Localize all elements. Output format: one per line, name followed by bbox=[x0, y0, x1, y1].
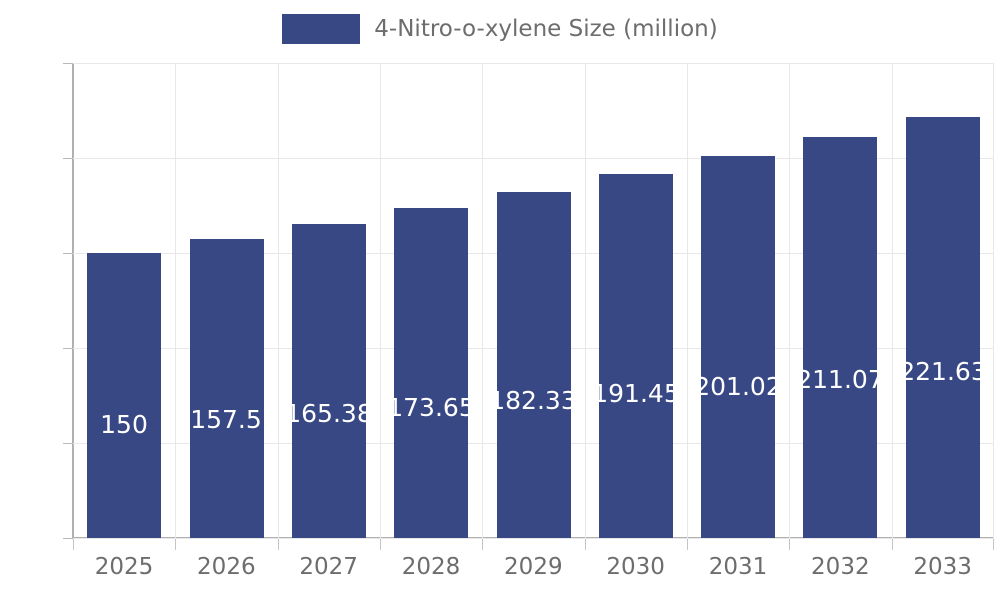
x-axis-tick-label: 2029 bbox=[504, 554, 563, 580]
x-axis-tick-label: 2028 bbox=[401, 554, 461, 580]
legend-swatch-icon bbox=[282, 14, 361, 44]
bar-2026[interactable] bbox=[190, 239, 264, 538]
gridline-vertical bbox=[175, 63, 176, 538]
x-axis-tick-label: 2033 bbox=[913, 554, 972, 580]
y-axis-tick-mark bbox=[63, 63, 73, 64]
gridline-horizontal bbox=[73, 538, 994, 539]
x-axis-tick-label: 2027 bbox=[299, 554, 358, 580]
x-axis-tick-label: 2025 bbox=[94, 554, 154, 580]
gridline-vertical bbox=[278, 63, 279, 538]
legend-item-0[interactable]: 4-Nitro-o-xylene Size (million) bbox=[282, 14, 718, 44]
bar-2025[interactable] bbox=[87, 253, 161, 538]
gridline-vertical bbox=[482, 63, 483, 538]
y-axis-tick-mark bbox=[63, 158, 73, 159]
gridline-vertical bbox=[687, 63, 688, 538]
gridline-vertical bbox=[993, 63, 994, 538]
x-axis-tick-mark bbox=[892, 539, 893, 550]
y-axis-tick-mark bbox=[63, 443, 73, 444]
bar-2033[interactable] bbox=[906, 117, 980, 538]
x-axis-tick-mark bbox=[73, 539, 74, 550]
x-axis-tick-mark bbox=[585, 539, 586, 550]
y-axis-tick-mark bbox=[63, 348, 73, 349]
gridline-vertical bbox=[380, 63, 381, 538]
x-axis-tick-mark bbox=[687, 539, 688, 550]
bar-2030[interactable] bbox=[599, 174, 673, 538]
y-axis-tick-mark bbox=[63, 538, 73, 539]
bar-2029[interactable] bbox=[497, 192, 571, 538]
bar-2032[interactable] bbox=[803, 137, 877, 538]
x-axis-tick-mark bbox=[380, 539, 381, 550]
gridline-vertical bbox=[585, 63, 586, 538]
bar-2028[interactable] bbox=[394, 208, 468, 538]
gridline-vertical bbox=[892, 63, 893, 538]
x-axis-tick-mark bbox=[993, 539, 994, 550]
x-axis-tick-mark bbox=[278, 539, 279, 550]
gridline-horizontal bbox=[73, 158, 994, 159]
gridline-horizontal bbox=[73, 63, 994, 64]
legend-item-label: 4-Nitro-o-xylene Size (million) bbox=[374, 15, 718, 42]
x-axis-tick-mark bbox=[175, 539, 176, 550]
gridline-vertical bbox=[789, 63, 790, 538]
chart-legend: 4-Nitro-o-xylene Size (million) bbox=[0, 0, 1000, 58]
x-axis-tick-label: 2026 bbox=[197, 554, 256, 580]
x-axis-tick-label: 2032 bbox=[811, 554, 870, 580]
plot-area: 150 157.5 165.38 173.65 182.33 191.45 201.02 21… bbox=[73, 63, 994, 539]
x-axis-tick-mark bbox=[482, 539, 483, 550]
bar-2027[interactable] bbox=[292, 224, 366, 538]
y-axis-tick-mark bbox=[63, 253, 73, 254]
x-axis-tick-label: 2030 bbox=[606, 554, 665, 580]
x-axis-tick-label: 2031 bbox=[708, 554, 768, 580]
bar-2031[interactable] bbox=[701, 156, 775, 538]
y-axis-line bbox=[72, 63, 74, 539]
x-axis-tick-mark bbox=[789, 539, 790, 550]
